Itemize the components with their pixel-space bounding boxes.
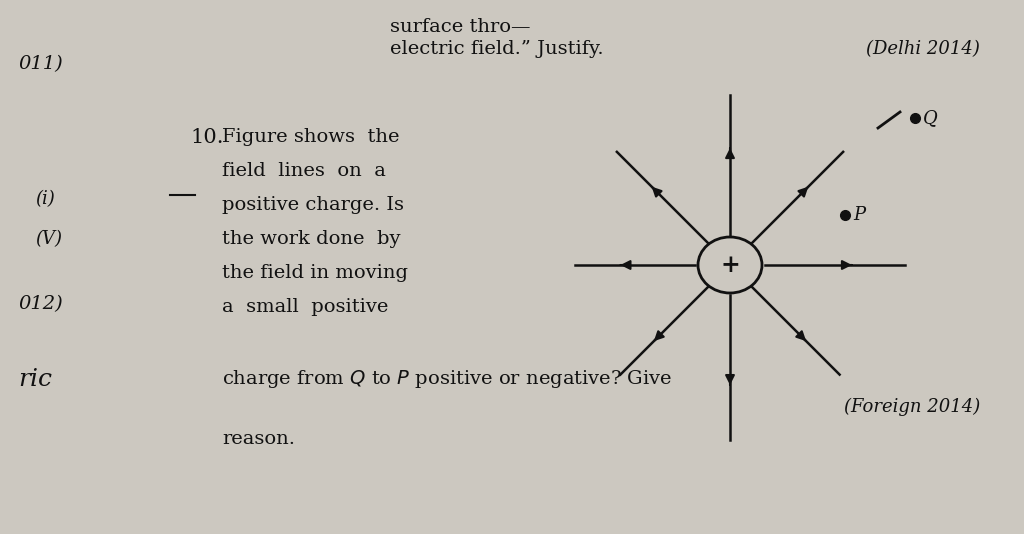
Text: ric: ric — [18, 368, 52, 391]
Text: 10.: 10. — [190, 128, 223, 147]
Text: field  lines  on  a: field lines on a — [222, 162, 386, 180]
Text: reason.: reason. — [222, 430, 295, 448]
Text: positive charge. Is: positive charge. Is — [222, 196, 404, 214]
Text: electric field.” Justify.: electric field.” Justify. — [390, 40, 603, 58]
Text: 011): 011) — [18, 55, 62, 73]
Text: +: + — [720, 253, 740, 277]
Text: P: P — [853, 206, 865, 224]
Text: Q: Q — [923, 109, 938, 127]
Text: (i): (i) — [35, 190, 54, 208]
Text: surface thro—: surface thro— — [390, 18, 530, 36]
Text: Figure shows  the: Figure shows the — [222, 128, 399, 146]
Text: a  small  positive: a small positive — [222, 298, 388, 316]
Text: (Foreign 2014): (Foreign 2014) — [844, 398, 980, 416]
Text: the field in moving: the field in moving — [222, 264, 408, 282]
Text: 012): 012) — [18, 295, 62, 313]
Text: (V): (V) — [35, 230, 62, 248]
Text: (Delhi 2014): (Delhi 2014) — [866, 40, 980, 58]
Text: the work done  by: the work done by — [222, 230, 400, 248]
Text: charge from $Q$ to $P$ positive or negative? Give: charge from $Q$ to $P$ positive or negat… — [222, 368, 673, 390]
Ellipse shape — [698, 237, 762, 293]
